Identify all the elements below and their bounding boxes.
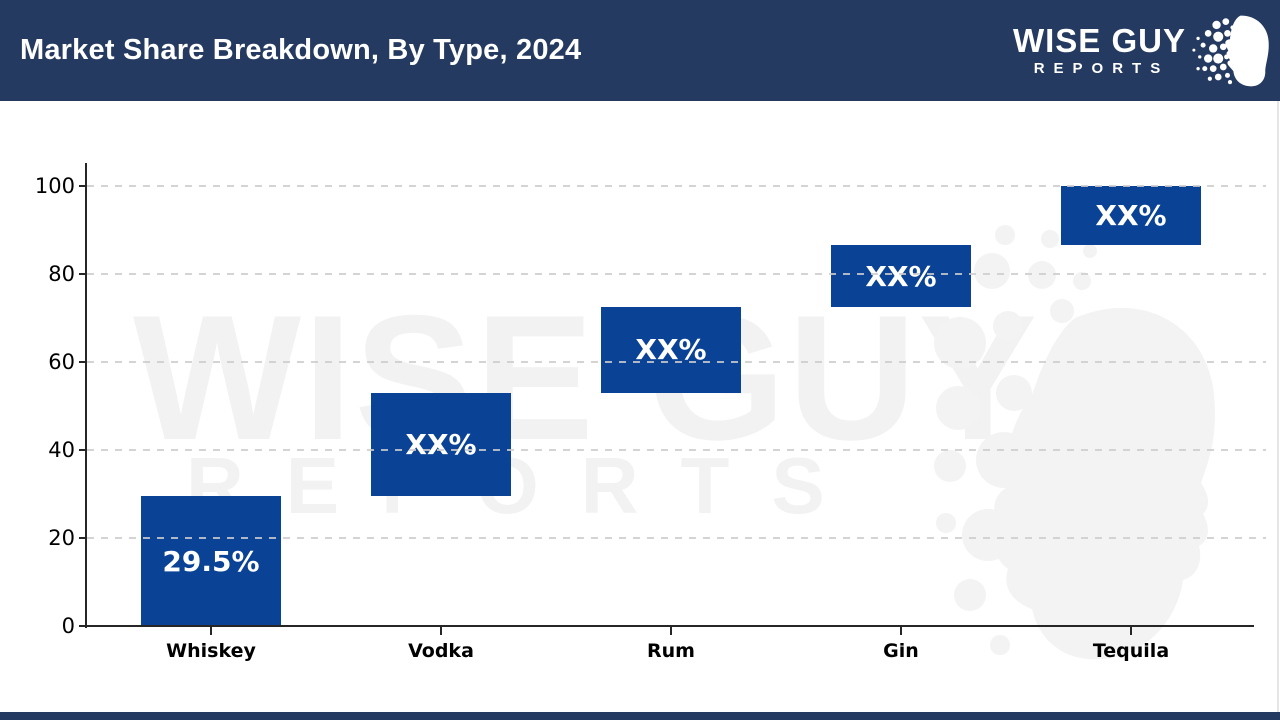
logo-wordmark: WISE GUY <box>1012 22 1186 60</box>
bar-whiskey: 29.5% <box>141 496 281 626</box>
y-axis-line <box>85 163 87 628</box>
gridline <box>87 449 1266 451</box>
x-category-label-tequila: Tequila <box>1092 640 1170 662</box>
y-tick-label: 80 <box>48 262 75 286</box>
x-axis-line <box>85 625 1254 627</box>
plot-region: 0 20 40 60 80 100 29.5% XX% XX% XX% XX% Whiskey Vodk… <box>0 101 1280 712</box>
logo-face-icon <box>1192 15 1269 86</box>
bar-gin: XX% <box>831 245 971 307</box>
x-tick-mark <box>210 626 212 635</box>
x-tick-mark <box>670 626 672 635</box>
x-category-label-vodka: Vodka <box>408 640 474 662</box>
bar-vodka: XX% <box>371 392 511 497</box>
y-tick-mark <box>79 449 87 451</box>
y-tick-label: 20 <box>48 526 75 550</box>
x-category-label-rum: Rum <box>647 640 695 662</box>
y-tick-label: 0 <box>61 614 75 638</box>
y-tick-label: 40 <box>48 438 75 462</box>
gridline <box>87 185 1266 187</box>
bar-value-label: XX% <box>1095 199 1167 233</box>
gridline <box>87 273 1266 275</box>
y-tick-mark <box>79 361 87 363</box>
header: Market Share Breakdown, By Type, 2024 WI… <box>0 0 1280 101</box>
bar-rum: XX% <box>601 307 741 393</box>
x-tick-mark <box>1130 626 1132 635</box>
page-title: Market Share Breakdown, By Type, 2024 <box>20 34 582 66</box>
bar-value-label: 29.5% <box>162 544 260 578</box>
bar-value-label: XX% <box>405 427 477 461</box>
x-tick-mark <box>900 626 902 635</box>
footer-strip <box>0 712 1280 720</box>
y-tick-label: 60 <box>48 350 75 374</box>
y-tick-mark <box>79 185 87 187</box>
gridline <box>87 361 1266 363</box>
bar-value-label: XX% <box>865 259 937 293</box>
watermark-text-line1: WISE GUY <box>133 278 1040 477</box>
bar-tequila: XX% <box>1061 186 1201 246</box>
x-category-label-whiskey: Whiskey <box>166 640 256 662</box>
chart-right-edge <box>1277 101 1279 712</box>
logo-subtext: REPORTS <box>1033 59 1170 77</box>
watermark-face-dots <box>934 225 1215 660</box>
y-tick-mark <box>79 625 87 627</box>
logo-text: WISE GUY REPORTS <box>1013 24 1186 77</box>
chart-area: WISE GUY REPORTS 0 20 40 60 80 100 29.5% XX% XX%… <box>0 101 1280 712</box>
x-tick-mark <box>440 626 442 635</box>
bar-value-label: XX% <box>635 333 707 367</box>
x-category-label-gin: Gin <box>883 640 919 662</box>
wise-guy-logo: WISE GUY REPORTS <box>1013 0 1272 101</box>
y-tick-mark <box>79 273 87 275</box>
y-tick-label: 100 <box>34 174 75 198</box>
gridline <box>87 537 1266 539</box>
y-tick-mark <box>79 537 87 539</box>
